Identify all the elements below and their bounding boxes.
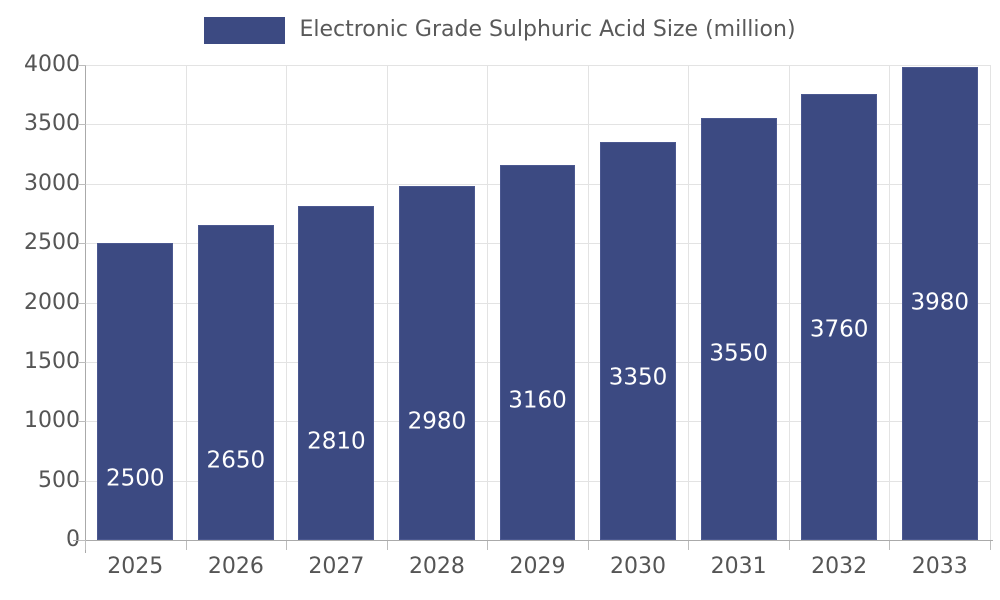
gridline-vertical (788, 65, 790, 540)
y-axis: 0 500 1000 1500 2000 2500 3000 3500 4000 (0, 0, 80, 600)
y-axis-tick-mark (79, 124, 86, 126)
x-axis-tick-label: 2025 (107, 554, 164, 579)
gridline-vertical (688, 65, 690, 540)
x-axis-tick-mark (587, 541, 589, 550)
y-axis-tick-mark (79, 421, 86, 423)
x-axis-tick-label: 2028 (408, 554, 465, 579)
x-axis-tick-mark (386, 541, 388, 550)
x-axis-tick-mark (185, 541, 187, 550)
bar-2029[interactable] (499, 164, 576, 540)
x-axis-tick-label: 2032 (811, 554, 868, 579)
y-axis-spine (85, 65, 86, 553)
bar-2032[interactable] (801, 93, 878, 540)
gridline-vertical (990, 65, 991, 540)
y-axis-tick-label: 3500 (24, 111, 80, 137)
y-axis-tick-label: 2000 (24, 289, 80, 315)
x-axis-tick-mark (487, 541, 489, 550)
x-axis-tick-mark (85, 541, 86, 550)
plot-area: 2500 2650 2810 2980 3160 3350 3550 3760 3980 (85, 65, 991, 541)
y-axis-tick-label: 3000 (24, 170, 80, 196)
bar-2026[interactable] (197, 225, 274, 540)
bar-2028[interactable] (398, 186, 475, 540)
legend-label: Electronic Grade Sulphuric Acid Size (mi… (299, 17, 796, 42)
y-axis-tick-mark (79, 65, 86, 66)
x-axis-tick-mark (889, 541, 891, 550)
y-axis-tick-label: 1500 (24, 348, 80, 374)
bar-2030[interactable] (600, 142, 676, 540)
y-axis-tick-mark (79, 183, 86, 185)
chart-legend: Electronic Grade Sulphuric Acid Size (mi… (0, 10, 1000, 50)
bar-2033[interactable] (901, 67, 978, 540)
y-axis-tick-mark (79, 480, 86, 482)
y-axis-tick-label: 0 (66, 527, 80, 552)
gridline-vertical (185, 65, 187, 540)
x-axis-tick-mark (688, 541, 690, 550)
bar-2031[interactable] (700, 118, 777, 540)
y-axis-tick-label: 4000 (24, 52, 80, 77)
x-axis-tick-label: 2033 (911, 554, 968, 579)
y-axis-tick-mark (79, 540, 86, 541)
y-axis-tick-mark (79, 302, 86, 304)
gridline-horizontal (85, 124, 990, 126)
x-axis-tick-label: 2030 (610, 554, 667, 579)
gridline-vertical (889, 65, 891, 540)
x-axis-tick-label: 2031 (710, 554, 767, 579)
gridline-vertical (487, 65, 489, 540)
gridline-vertical (386, 65, 388, 540)
x-axis-tick-mark (286, 541, 288, 550)
y-axis-tick-mark (79, 361, 86, 363)
y-axis-tick-label: 1000 (24, 408, 80, 434)
bar-2027[interactable] (298, 206, 375, 540)
x-axis-tick-label: 2029 (509, 554, 566, 579)
y-axis-tick-label: 500 (38, 467, 80, 493)
x-axis-tick-label: 2026 (207, 554, 264, 579)
gridline-vertical (286, 65, 288, 540)
gridline-horizontal (85, 65, 990, 66)
gridline-vertical (587, 65, 589, 540)
x-axis-tick-mark (990, 541, 991, 550)
y-axis-tick-mark (79, 243, 86, 245)
legend-swatch-icon (204, 16, 286, 44)
y-axis-tick-label: 2500 (24, 230, 80, 256)
x-axis-spine (73, 540, 993, 541)
bar-2025[interactable] (97, 243, 174, 540)
x-axis-tick-label: 2027 (308, 554, 365, 579)
x-axis-tick-mark (788, 541, 790, 550)
